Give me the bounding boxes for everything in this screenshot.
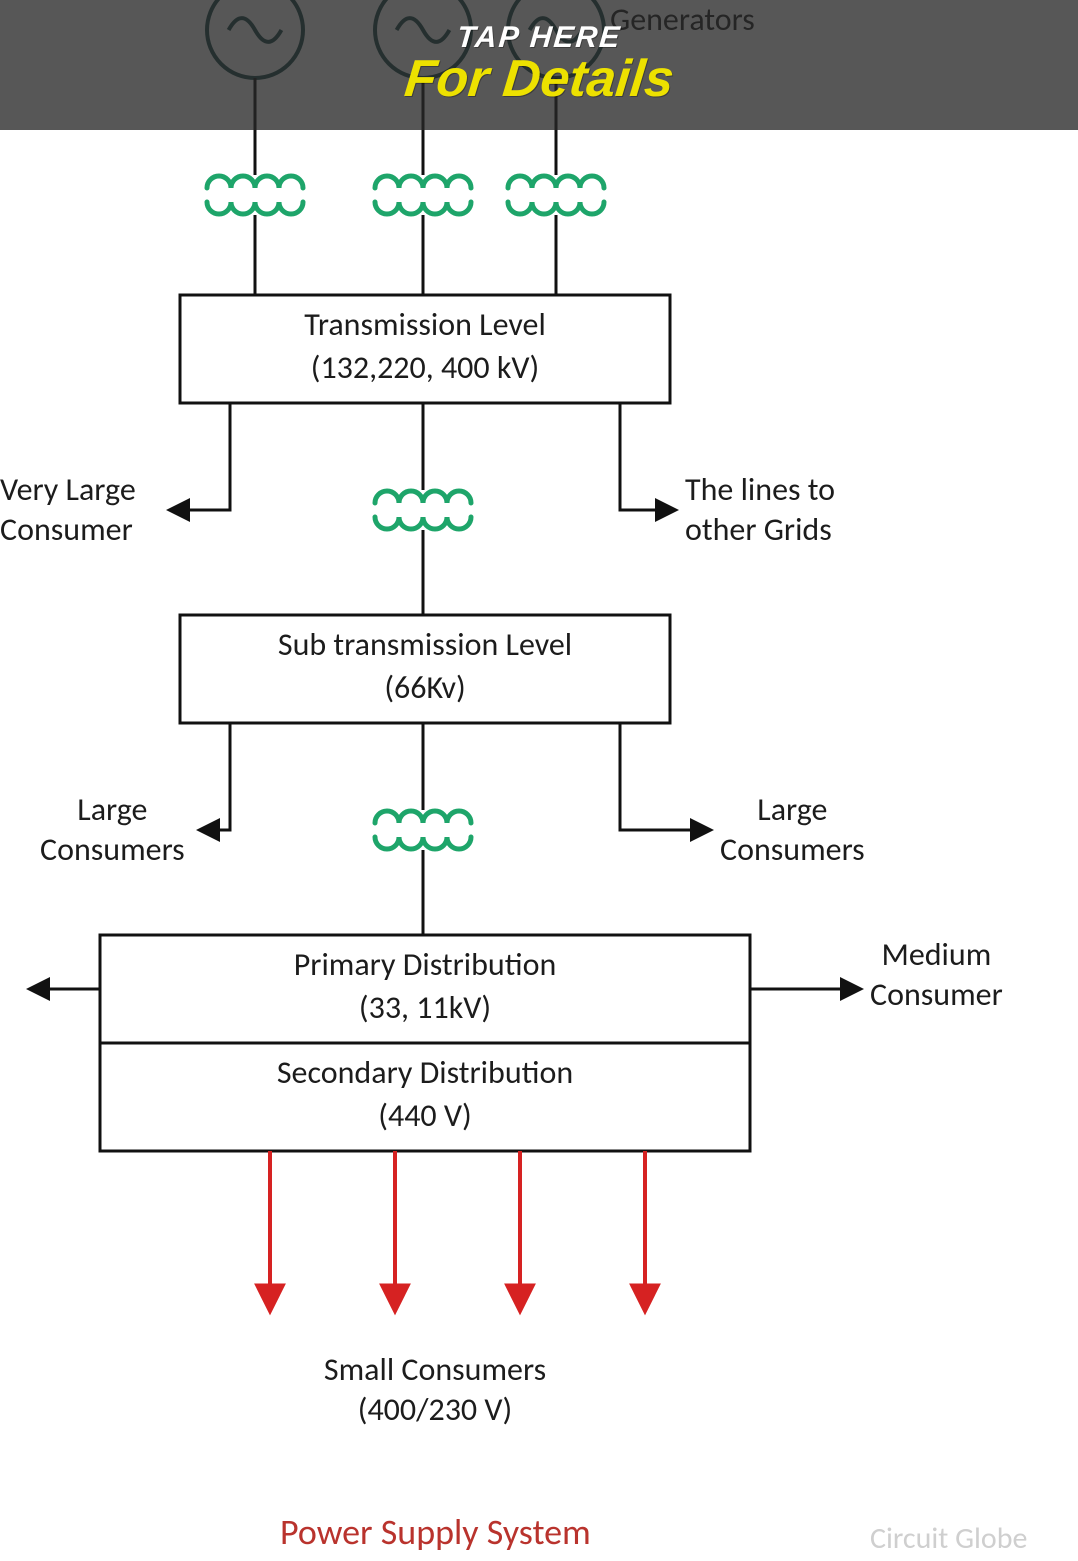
secondary-distribution-label: Secondary Distribution (440 V) bbox=[277, 1051, 573, 1137]
for-details-text: For Details bbox=[401, 49, 676, 109]
power-system-diagram bbox=[0, 0, 1078, 1561]
circuit-globe-watermark: Circuit Globe bbox=[870, 1520, 1027, 1557]
tap-here-banner[interactable]: TAP HERE For Details bbox=[0, 0, 1078, 130]
transmission-level-label: Transmission Level (132,220, 400 kV) bbox=[304, 303, 546, 389]
primary-distribution-label: Primary Distribution (33, 11kV) bbox=[294, 943, 557, 1029]
sub-transmission-level-label: Sub transmission Level (66Kv) bbox=[278, 623, 572, 709]
very-large-consumer-label: Very Large Consumer bbox=[0, 470, 136, 550]
small-consumers-label: Small Consumers (400/230 V) bbox=[324, 1350, 546, 1430]
medium-consumer-label: Medium Consumer bbox=[870, 935, 1003, 1015]
large-consumers-right-label: Large Consumers bbox=[720, 790, 865, 870]
diagram-title: Power Supply System bbox=[280, 1510, 591, 1554]
large-consumers-left-label: Large Consumers bbox=[40, 790, 185, 870]
lines-to-other-grids-label: The lines to other Grids bbox=[685, 470, 835, 550]
